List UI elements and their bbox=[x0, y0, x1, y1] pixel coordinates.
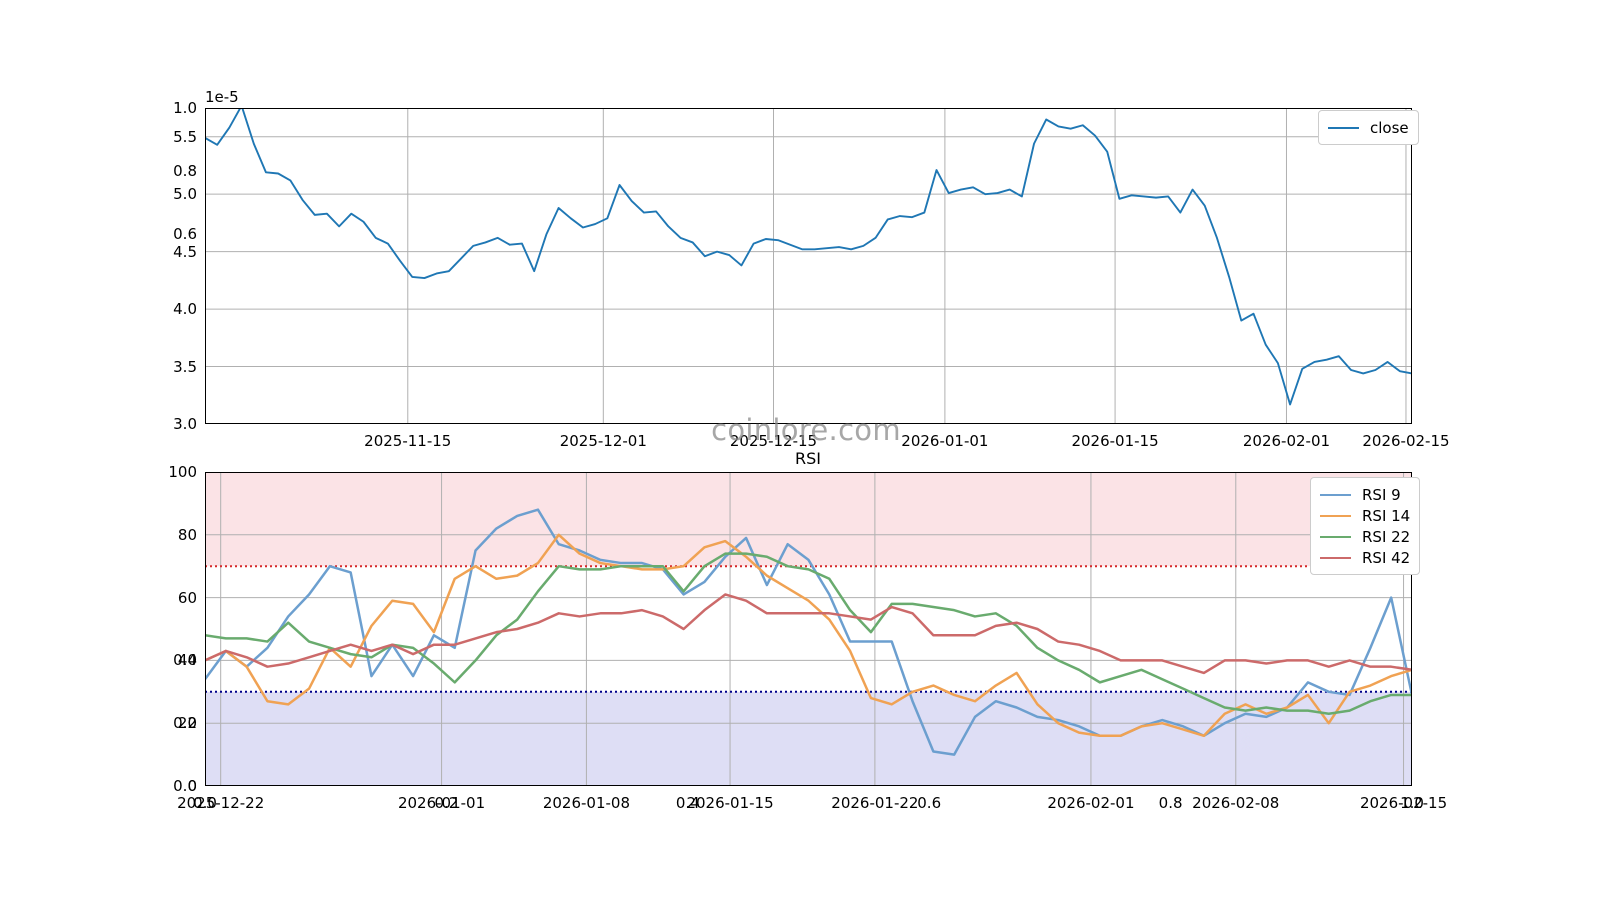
x-tick-label: 2025-11-15 bbox=[364, 432, 452, 450]
legend-swatch-icon bbox=[1320, 556, 1351, 559]
x-tick-label: 2026-02-01 bbox=[1242, 432, 1331, 450]
rsi-legend[interactable]: RSI 9 RSI 14 RSI 22 RSI 42 bbox=[1310, 477, 1421, 575]
legend-label: RSI 9 bbox=[1362, 485, 1401, 504]
x-tick-label: 2026-01-01 bbox=[901, 432, 989, 450]
x-tick-label: 2025-12-15 bbox=[729, 432, 818, 450]
legend-label: close bbox=[1370, 118, 1409, 137]
y-tick-label: 80 bbox=[177, 525, 197, 544]
y-tick-label: 5.5 bbox=[173, 127, 197, 146]
y-tick-label: 60 bbox=[177, 588, 197, 607]
watermark: coinlore.com bbox=[711, 413, 901, 447]
x-tick-label: 2026-01-22 bbox=[831, 794, 919, 812]
rsi-plot-area bbox=[205, 472, 1412, 786]
legend-item[interactable]: close bbox=[1328, 117, 1409, 138]
x-tick-label: 2025-12-01 bbox=[559, 432, 647, 450]
x-tick-label: 2026-01-08 bbox=[542, 794, 630, 812]
x-tick-label: 2026-02-08 bbox=[1192, 794, 1280, 812]
y-tick-label: 5.0 bbox=[173, 185, 197, 204]
x-tick-label: 2026-02-15 bbox=[1359, 794, 1448, 812]
legend-item[interactable]: RSI 9 bbox=[1320, 484, 1410, 505]
y-tick-label: 0.4 bbox=[173, 651, 197, 670]
x-tick-label: 2025-12-22 bbox=[177, 794, 265, 812]
legend-item[interactable]: RSI 14 bbox=[1320, 505, 1410, 526]
y-tick-label: 0 bbox=[187, 777, 197, 795]
y-axis-offset-text: 1e-5 bbox=[205, 88, 239, 106]
y-tick-label: 3.5 bbox=[173, 357, 197, 376]
x-tick-label: 0.0 bbox=[193, 794, 217, 812]
x-tick-label: 2026-01-01 bbox=[397, 794, 486, 812]
x-tick-label: 0.2 bbox=[434, 794, 459, 812]
y-tick-label: 0.2 bbox=[173, 714, 197, 733]
y-tick-label: 0.6 bbox=[173, 225, 197, 244]
x-tick-label: 0.6 bbox=[917, 794, 942, 812]
y-tick-label: 3.0 bbox=[173, 415, 197, 433]
y-tick-label: 0.0 bbox=[173, 777, 197, 795]
x-tick-label: 1.0 bbox=[1400, 794, 1424, 812]
y-tick-label: 1.0 bbox=[173, 99, 197, 117]
legend-label: RSI 22 bbox=[1362, 527, 1411, 546]
y-tick-label: 100 bbox=[168, 463, 197, 481]
price-chart-panel bbox=[205, 108, 1412, 424]
y-tick-label: 20 bbox=[177, 714, 197, 733]
y-tick-label: 40 bbox=[177, 651, 197, 670]
legend-swatch-icon bbox=[1328, 126, 1359, 129]
price-legend[interactable]: close bbox=[1318, 110, 1419, 145]
legend-label: RSI 14 bbox=[1362, 506, 1411, 525]
rsi-chart-panel bbox=[205, 472, 1412, 786]
legend-item[interactable]: RSI 22 bbox=[1320, 526, 1410, 547]
legend-swatch-icon bbox=[1320, 493, 1351, 496]
rsi-title: RSI bbox=[795, 449, 821, 468]
legend-swatch-icon bbox=[1320, 535, 1351, 538]
y-tick-label: 0.8 bbox=[173, 162, 197, 181]
x-tick-label: 2026-01-15 bbox=[686, 794, 774, 812]
legend-label: RSI 42 bbox=[1362, 548, 1411, 567]
legend-swatch-icon bbox=[1320, 514, 1351, 517]
y-tick-label: 4.0 bbox=[173, 300, 197, 319]
x-tick-label: 0.4 bbox=[675, 794, 700, 812]
price-plot-area bbox=[205, 108, 1412, 424]
legend-item[interactable]: RSI 42 bbox=[1320, 547, 1410, 568]
y-tick-label: 4.5 bbox=[173, 242, 197, 261]
x-tick-label: 2026-02-01 bbox=[1047, 794, 1135, 812]
x-tick-label: 2026-02-15 bbox=[1362, 432, 1450, 450]
x-tick-label: 0.8 bbox=[1158, 794, 1183, 812]
x-tick-label: 2026-01-15 bbox=[1071, 432, 1159, 450]
